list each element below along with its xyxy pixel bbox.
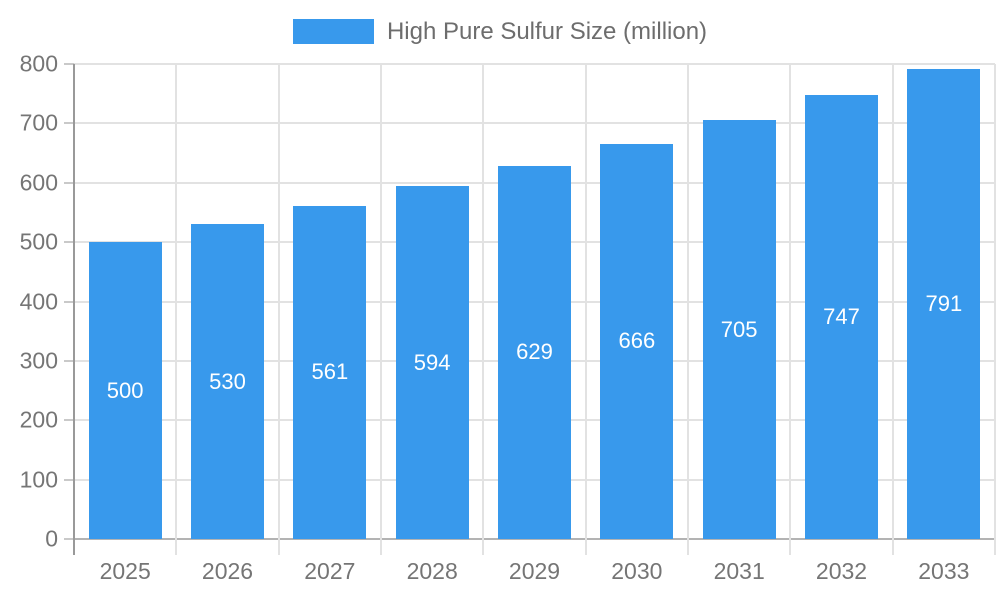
bar-value-label: 594	[413, 349, 451, 375]
y-tick	[64, 300, 74, 303]
y-axis-label: 400	[19, 288, 58, 314]
bar[interactable]	[191, 224, 264, 539]
y-tick	[64, 63, 74, 65]
legend-label: High Pure Sulfur Size (million)	[386, 17, 708, 45]
bar-value-label: 666	[618, 328, 656, 354]
x-axis-label: 2025	[99, 558, 151, 584]
bar[interactable]	[88, 242, 162, 539]
category-gridline	[584, 64, 587, 555]
y-axis-label: 700	[19, 109, 58, 136]
y-gridline	[74, 538, 995, 540]
category-gridline	[687, 64, 689, 555]
y-axis-label: 800	[19, 50, 58, 77]
category-gridline	[277, 64, 280, 555]
bar-value-label: 530	[209, 368, 246, 394]
y-axis-label: 500	[19, 228, 58, 255]
y-gridline	[74, 63, 995, 65]
category-gridline	[789, 64, 792, 555]
bar[interactable]	[395, 186, 469, 539]
category-gridline	[175, 64, 178, 555]
y-axis-label: 300	[19, 347, 58, 374]
bar-value-label: 747	[823, 304, 860, 330]
x-axis-label: 2032	[815, 558, 868, 584]
bar[interactable]	[702, 120, 776, 539]
category-gridline	[891, 64, 894, 555]
category-gridline	[380, 64, 382, 555]
x-axis-label: 2028	[406, 558, 458, 584]
y-gridline	[74, 122, 995, 125]
x-axis-label: 2026	[201, 558, 254, 584]
category-gridline	[482, 64, 485, 555]
bar-value-label: 791	[925, 291, 963, 317]
bar[interactable]	[600, 143, 674, 539]
y-tick	[64, 359, 74, 362]
bar-value-label: 500	[106, 377, 144, 403]
x-axis-label: 2030	[611, 558, 663, 584]
y-axis-label: 600	[19, 169, 58, 196]
x-axis-label: 2027	[304, 558, 356, 584]
y-tick	[64, 181, 74, 184]
x-axis-label: 2033	[918, 558, 970, 584]
category-gridline	[994, 64, 996, 555]
bar-value-label: 629	[516, 339, 553, 365]
x-axis-label: 2031	[713, 558, 765, 584]
y-tick	[64, 538, 74, 540]
x-axis-label: 2029	[508, 558, 561, 584]
bar-value-label: 705	[720, 316, 758, 342]
legend-swatch	[292, 18, 374, 44]
y-tick	[64, 419, 74, 422]
bar-value-label: 561	[311, 359, 349, 385]
y-tick	[64, 478, 74, 481]
y-axis-label: 200	[19, 406, 58, 433]
y-axis-label: 0	[45, 525, 58, 552]
y-tick	[64, 241, 74, 244]
y-tick	[64, 122, 74, 125]
bar[interactable]	[498, 165, 571, 539]
y-axis-line	[73, 64, 75, 555]
chart-legend[interactable]: High Pure Sulfur Size (million)	[0, 15, 1000, 47]
y-axis-label: 100	[19, 466, 58, 493]
bar[interactable]	[293, 205, 367, 539]
bar[interactable]	[907, 69, 981, 539]
bar[interactable]	[805, 95, 878, 539]
